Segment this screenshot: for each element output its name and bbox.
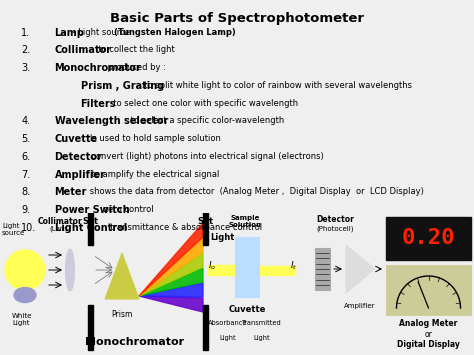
Circle shape: [5, 250, 45, 290]
Polygon shape: [105, 253, 139, 299]
Text: $I_t$: $I_t$: [290, 260, 297, 273]
Bar: [88, 210, 92, 245]
Bar: [202, 305, 208, 350]
Text: Basic Parts of Spectrophotometer: Basic Parts of Spectrophotometer: [110, 12, 364, 26]
Text: Transmitted: Transmitted: [242, 320, 282, 326]
Text: Meter: Meter: [55, 187, 87, 197]
Text: 8.: 8.: [21, 187, 30, 197]
Text: 4.: 4.: [21, 116, 30, 126]
Text: Wavelength selector: Wavelength selector: [55, 116, 168, 126]
Text: Slit: Slit: [197, 217, 213, 226]
Text: Sample
Solution: Sample Solution: [228, 215, 262, 228]
Text: Filters: Filters: [81, 99, 116, 109]
Text: Light: Light: [254, 335, 270, 341]
Bar: [202, 210, 208, 245]
Text: or: or: [425, 330, 432, 339]
Text: to amplify the electrical signal: to amplify the electrical signal: [90, 170, 220, 179]
Text: 1.: 1.: [21, 28, 30, 38]
Ellipse shape: [14, 288, 36, 302]
Bar: [315, 248, 330, 290]
Text: (Tungsten Halogen Lamp): (Tungsten Halogen Lamp): [114, 28, 236, 37]
Text: Cuvette: Cuvette: [228, 305, 266, 314]
Text: Light: Light: [210, 233, 234, 242]
Text: - Light source: - Light source: [70, 28, 133, 37]
Text: to select a specific color-wavelength: to select a specific color-wavelength: [128, 116, 284, 125]
Bar: [386, 265, 471, 315]
Text: Monochromator: Monochromator: [55, 63, 141, 73]
Text: Slit: Slit: [82, 217, 98, 226]
Text: Digital Display: Digital Display: [397, 340, 460, 349]
Text: Amplifier: Amplifier: [344, 303, 376, 309]
Text: Analog Meter: Analog Meter: [399, 319, 458, 328]
Text: Monochromator: Monochromator: [85, 337, 184, 347]
Ellipse shape: [65, 249, 74, 291]
Polygon shape: [139, 253, 203, 296]
Bar: [386, 217, 471, 260]
Text: Collimator: Collimator: [55, 45, 111, 55]
Bar: [88, 305, 92, 350]
Bar: [235, 237, 259, 297]
Text: Absorbance: Absorbance: [208, 320, 248, 326]
Polygon shape: [139, 238, 203, 296]
Text: 9.: 9.: [21, 205, 30, 215]
Text: Power Switch: Power Switch: [55, 205, 129, 215]
Polygon shape: [346, 245, 375, 293]
Text: produced by :: produced by :: [105, 63, 166, 72]
Text: Collimator: Collimator: [37, 217, 82, 226]
Text: Lamp: Lamp: [55, 28, 84, 38]
Text: :to split white light to color of rainbow with several wavelengths: :to split white light to color of rainbo…: [139, 81, 412, 90]
Text: Prism , Grating: Prism , Grating: [81, 81, 164, 91]
Polygon shape: [139, 223, 203, 296]
Text: White
Light: White Light: [12, 313, 32, 326]
Text: 2.: 2.: [21, 45, 31, 55]
Text: to collect the light: to collect the light: [93, 45, 175, 54]
Polygon shape: [139, 268, 203, 296]
Text: 5.: 5.: [21, 134, 31, 144]
Text: shows the data from detector  (Analog Meter ,  Digital Display  or  LCD Display): shows the data from detector (Analog Met…: [74, 187, 424, 196]
Text: 0.20: 0.20: [402, 229, 455, 248]
Text: (Photocell): (Photocell): [316, 225, 354, 231]
Text: Is used to hold sample solution: Is used to hold sample solution: [82, 134, 220, 143]
Text: 6.: 6.: [21, 152, 30, 162]
Text: Cuvette: Cuvette: [55, 134, 98, 144]
FancyArrow shape: [208, 265, 243, 275]
Text: transmittance & absorbance control: transmittance & absorbance control: [105, 223, 262, 232]
Text: Light: Light: [219, 335, 237, 341]
Text: Amplifier: Amplifier: [55, 170, 105, 180]
Text: Detector: Detector: [55, 152, 102, 162]
Text: $I_o$: $I_o$: [208, 260, 216, 273]
Text: 7.: 7.: [21, 170, 31, 180]
Text: Light
source: Light source: [2, 223, 25, 236]
Polygon shape: [139, 283, 203, 297]
Text: 3.: 3.: [21, 63, 30, 73]
Text: convert (light) photons into electrical signal (electrons): convert (light) photons into electrical …: [86, 152, 323, 161]
Text: Prism: Prism: [111, 310, 133, 319]
Text: 10.: 10.: [21, 223, 36, 233]
Text: to select one color with specific wavelength: to select one color with specific wavele…: [108, 99, 298, 108]
Polygon shape: [139, 296, 203, 312]
Text: Detector: Detector: [316, 215, 354, 224]
Text: Light Control: Light Control: [55, 223, 127, 233]
Text: zero control: zero control: [101, 205, 154, 214]
FancyArrow shape: [260, 266, 295, 274]
Text: (Lens): (Lens): [49, 225, 71, 231]
